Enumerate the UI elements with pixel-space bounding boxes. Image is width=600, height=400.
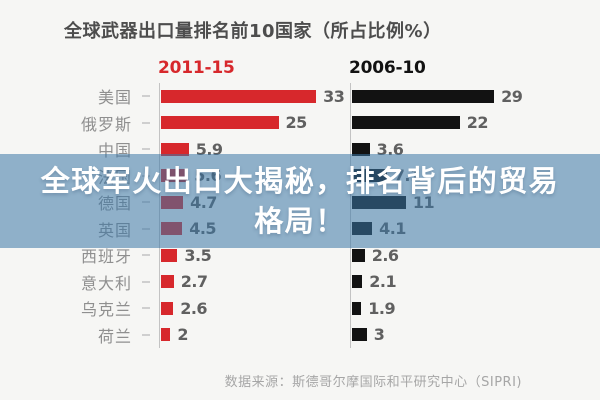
table-row: 荷兰 2 3 [0, 321, 600, 349]
data-source: 数据来源：斯德哥尔摩国际和平研究中心（SIPRI) [224, 375, 522, 390]
leader-area [132, 110, 159, 137]
leader-dash [141, 307, 150, 310]
bar-black [352, 275, 363, 289]
table-row: 美国 33 29 [0, 83, 600, 110]
panel-2006-10: 29 [350, 83, 600, 110]
leader-area [132, 242, 159, 269]
value-label: 3.6 [376, 139, 404, 159]
panel-2011-15: 2.6 [159, 295, 350, 322]
value-label: 25 [285, 113, 308, 133]
panel-2006-10: 1.9 [350, 295, 600, 322]
leader-area [132, 322, 159, 349]
table-row: 西班牙 3.5 2.6 [0, 242, 600, 269]
headline-overlay: 全球军火出口大揭秘，排名背后的贸易 格局！ [0, 154, 600, 248]
bar-black [352, 116, 460, 130]
bar-black [352, 142, 370, 156]
headline-line-1: 全球军火出口大揭秘，排名背后的贸易 [40, 164, 560, 198]
panel-2006-10: 3.6 [350, 136, 600, 163]
bar-red [161, 142, 189, 156]
column-header-2011-15: 2011-15 [158, 58, 235, 78]
bar-black [352, 89, 495, 103]
value-label: 2.7 [180, 272, 208, 292]
value-label: 22 [466, 113, 489, 133]
panel-2011-15: 2.7 [159, 268, 350, 295]
column-header-2006-10: 2006-10 [349, 58, 426, 78]
value-label: 3 [373, 325, 385, 345]
leader-dash [141, 254, 150, 257]
bar-black [352, 328, 367, 342]
panel-2011-15: 5.9 [159, 136, 350, 163]
panel-2011-15: 2 [159, 321, 350, 348]
leader-area [132, 83, 159, 110]
leader-dash [141, 121, 150, 124]
bar-black [352, 248, 365, 262]
panel-2006-10: 2.1 [350, 268, 600, 295]
chart-title: 全球武器出口量排名前10国家（所占比例%） [64, 21, 442, 42]
country-label: 意大利 [80, 273, 132, 293]
value-label: 5.9 [195, 139, 223, 159]
value-label: 2 [177, 325, 189, 345]
bar-red [161, 275, 174, 289]
panel-2006-10: 3 [350, 321, 600, 348]
headline-line-2: 格局！ [254, 204, 346, 238]
value-label: 2.6 [180, 298, 208, 318]
leader-dash [141, 148, 150, 151]
leader-dash [141, 95, 150, 98]
bar-red [161, 301, 174, 315]
value-label: 29 [501, 86, 523, 106]
bar-red [161, 328, 171, 342]
panel-2011-15: 33 [159, 83, 350, 110]
leader-area [132, 269, 159, 296]
panel-2006-10: 2.6 [350, 242, 600, 269]
country-label: 荷兰 [97, 326, 132, 346]
table-row: 意大利 2.7 2.1 [0, 268, 600, 296]
bar-red [161, 116, 279, 130]
table-row: 乌克兰 2.6 1.9 [0, 295, 600, 322]
bar-red [161, 248, 178, 262]
panel-2011-15: 3.5 [159, 242, 350, 269]
leader-area [132, 136, 159, 163]
country-label: 乌克兰 [80, 300, 132, 320]
value-label: 1.9 [368, 298, 396, 318]
panel-2011-15: 25 [159, 109, 350, 136]
bar-red [161, 89, 317, 103]
leader-area [132, 295, 159, 322]
panel-2006-10: 22 [350, 109, 600, 136]
country-label: 美国 [97, 88, 132, 108]
country-label: 俄罗斯 [80, 114, 132, 134]
leader-dash [141, 280, 150, 283]
bar-black [352, 301, 362, 315]
value-label: 3.5 [184, 245, 212, 265]
value-label: 2.6 [371, 245, 399, 265]
table-row: 俄罗斯 25 22 [0, 109, 600, 137]
value-label: 2.1 [369, 272, 397, 292]
country-label: 西班牙 [80, 247, 132, 267]
leader-dash [141, 333, 150, 336]
value-label: 33 [323, 86, 345, 106]
